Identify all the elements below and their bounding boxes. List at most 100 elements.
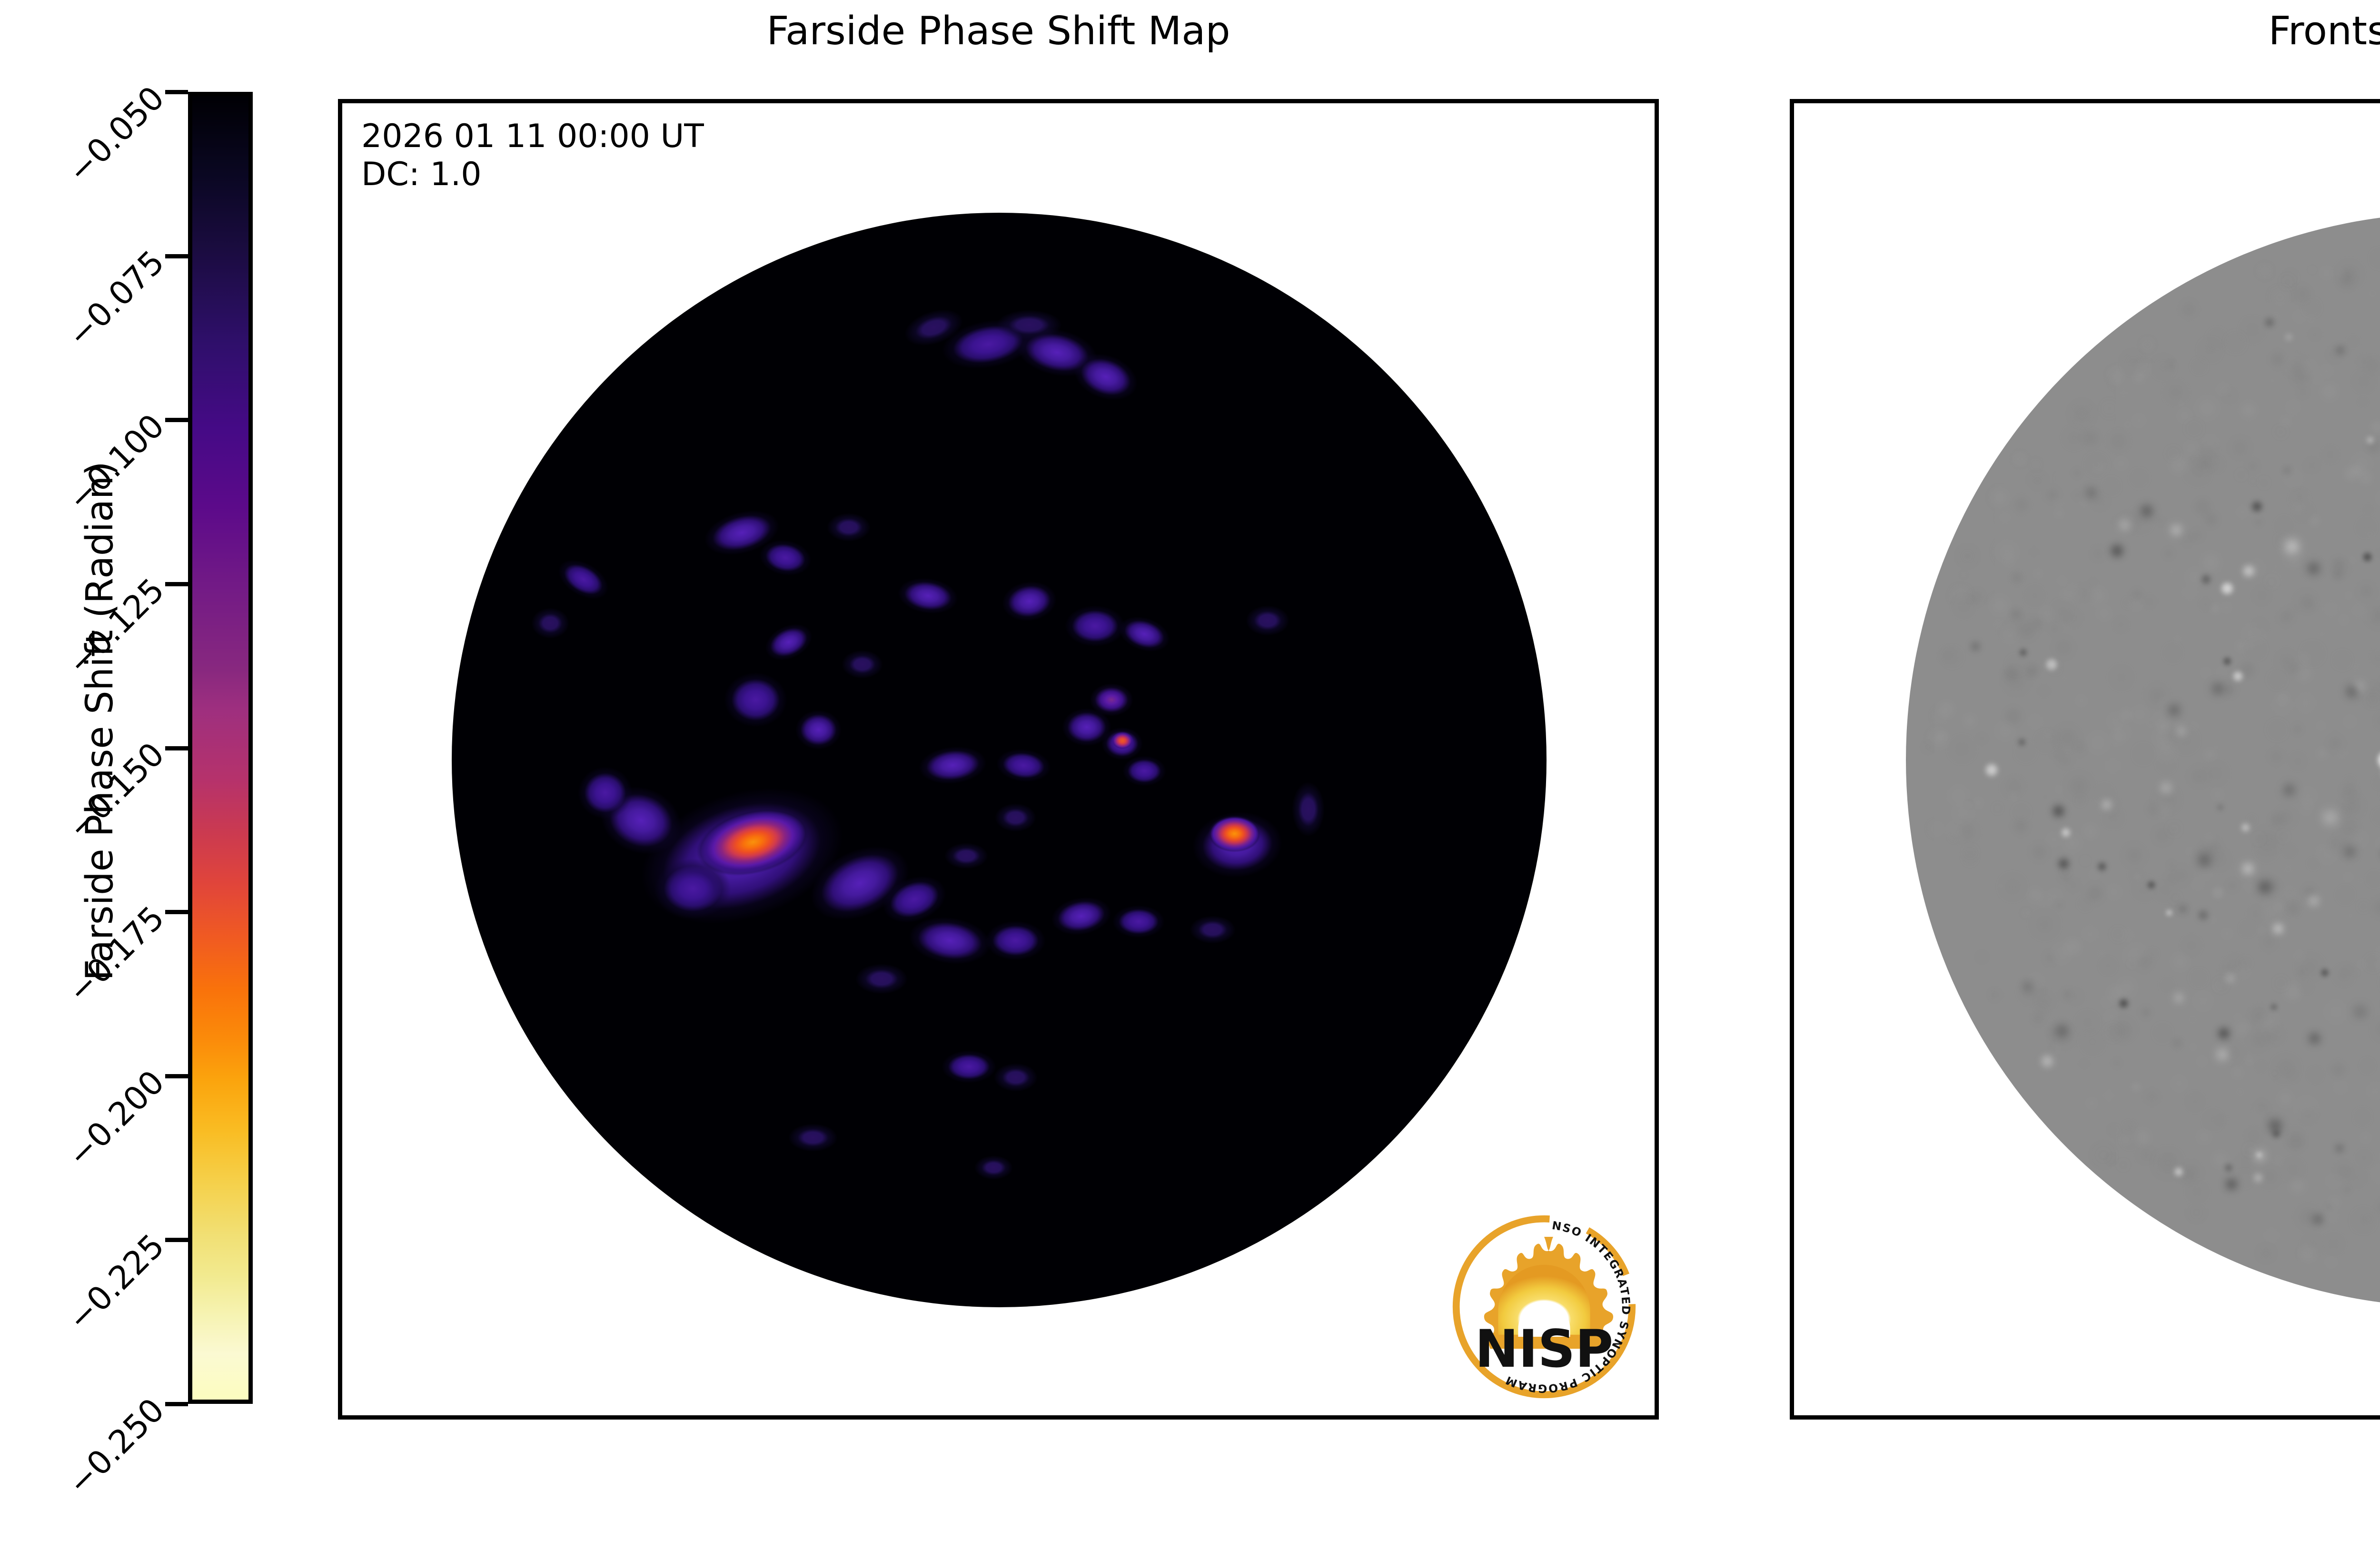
frontside-network-element [2011, 817, 2030, 836]
frontside-network-element [2073, 468, 2081, 478]
frontside-magnetic-element [2241, 822, 2251, 833]
frontside-network-element [2324, 1044, 2336, 1054]
frontside-network-element [2225, 878, 2240, 893]
frontside-network-element [2029, 547, 2039, 556]
farside-solar-disk[interactable] [452, 213, 1547, 1307]
frontside-network-element [2192, 448, 2216, 475]
frontside-network-element [2323, 1253, 2340, 1271]
frontside-network-element [2359, 902, 2368, 911]
frontside-network-element [2202, 510, 2220, 529]
frontside-network-element [2139, 1004, 2152, 1021]
frontside-network-element [2145, 716, 2157, 730]
frontside-network-element [2018, 746, 2033, 757]
frontside-network-element [2358, 581, 2375, 602]
frontside-network-element [2040, 687, 2048, 695]
frontside-network-element [2273, 692, 2292, 717]
frontside-magnetic-element [2102, 799, 2112, 810]
frontside-magnetic-element [2284, 468, 2290, 474]
frontside-network-element [2343, 591, 2354, 600]
frontside-network-element [2276, 1056, 2296, 1080]
frontside-network-element [2137, 747, 2149, 761]
colorbar-gradient[interactable] [188, 92, 253, 1404]
frontside-network-element [2168, 382, 2184, 403]
frontside-network-element [2291, 723, 2303, 736]
frontside-magnetic-element [2290, 905, 2296, 911]
frontside-network-element [2295, 695, 2316, 711]
farside-blob-cu-d [1114, 611, 1174, 658]
frontside-network-element [2133, 361, 2155, 378]
frontside-network-element [2106, 482, 2116, 491]
farside-blob-mid-b [995, 746, 1053, 785]
frontside-network-element [2084, 883, 2105, 904]
frontside-network-element [2259, 263, 2271, 278]
frontside-network-element [2259, 1246, 2273, 1260]
frontside-network-element [2201, 833, 2218, 846]
frontside-network-element [2053, 573, 2071, 588]
colorbar-tick-3 [165, 582, 188, 586]
farside-blob-cu-e [1246, 605, 1289, 636]
farside-blob-south-j [974, 1155, 1013, 1180]
frontside-network-element [2266, 375, 2279, 386]
frontside-network-element [2154, 516, 2166, 526]
colorbar-tick-2 [165, 418, 188, 422]
frontside-panel-title: Frontside Mag Map [1790, 9, 2380, 54]
farside-blob-mid-d [1090, 683, 1133, 716]
frontside-network-element [2033, 910, 2056, 939]
frontside-network-element [2291, 282, 2314, 306]
frontside-network-element [2140, 396, 2151, 405]
frontside-network-element [2103, 1025, 2123, 1040]
frontside-network-element [2195, 992, 2211, 1010]
frontside-network-element [2232, 1082, 2248, 1101]
frontside-network-element [2010, 659, 2023, 671]
farside-blob-south-g [942, 1050, 996, 1083]
frontside-network-element [2316, 265, 2337, 281]
frontside-network-element [2252, 944, 2259, 949]
frontside-network-element [2299, 803, 2313, 818]
frontside-network-element [2167, 1073, 2191, 1094]
frontside-network-element [2210, 330, 2225, 348]
farside-duty-cycle: DC: 1.0 [361, 156, 482, 193]
farside-blob-ul-a [551, 552, 615, 607]
frontside-network-element [2106, 430, 2130, 453]
frontside-network-element [2268, 668, 2286, 691]
colorbar-group: Farside Phase Shift (Radian) −0.050−0.07… [0, 0, 333, 1520]
frontside-network-element [2291, 310, 2308, 323]
frontside-network-element [2353, 970, 2360, 975]
frontside-network-element [2059, 869, 2072, 883]
frontside-network-element [2255, 923, 2270, 939]
frontside-network-element [2188, 766, 2209, 787]
frontside-network-element [2106, 808, 2121, 827]
colorbar-tick-7 [165, 1238, 188, 1242]
frontside-network-element [2120, 1133, 2132, 1147]
frontside-network-element [2191, 969, 2206, 987]
frontside-network-element [2092, 964, 2106, 974]
frontside-magnetic-element [2254, 1174, 2262, 1182]
frontside-network-element [2370, 875, 2378, 884]
frontside-network-element [2326, 1235, 2341, 1253]
frontside-network-element [2377, 550, 2380, 555]
frontside-network-element [2093, 1143, 2114, 1167]
frontside-network-element [2247, 815, 2257, 824]
frontside-network-element [2302, 598, 2318, 611]
frontside-network-element [2325, 1202, 2332, 1211]
frontside-network-element [2080, 1058, 2089, 1069]
frontside-network-element [2240, 958, 2250, 967]
frontside-network-element [1936, 730, 1949, 741]
frontside-axes-frame[interactable]: NISP NSO INTEGRATED SYNOPTIC PROGRAM [1790, 99, 2380, 1420]
frontside-network-element [2077, 1010, 2085, 1016]
frontside-network-element [2044, 952, 2056, 965]
frontside-solar-disk[interactable] [1906, 213, 2380, 1307]
frontside-network-element [2180, 298, 2198, 320]
frontside-network-element [2346, 778, 2354, 788]
frontside-network-element [2330, 742, 2354, 764]
frontside-network-element [2206, 1114, 2220, 1125]
frontside-network-element [2241, 317, 2264, 342]
frontside-network-element [2356, 372, 2372, 390]
frontside-network-element [2066, 429, 2082, 446]
frontside-network-element [2269, 288, 2291, 306]
farside-blob-mid-f [1122, 756, 1166, 786]
frontside-magnetic-element [2217, 1026, 2231, 1041]
frontside-network-element [2348, 337, 2359, 346]
